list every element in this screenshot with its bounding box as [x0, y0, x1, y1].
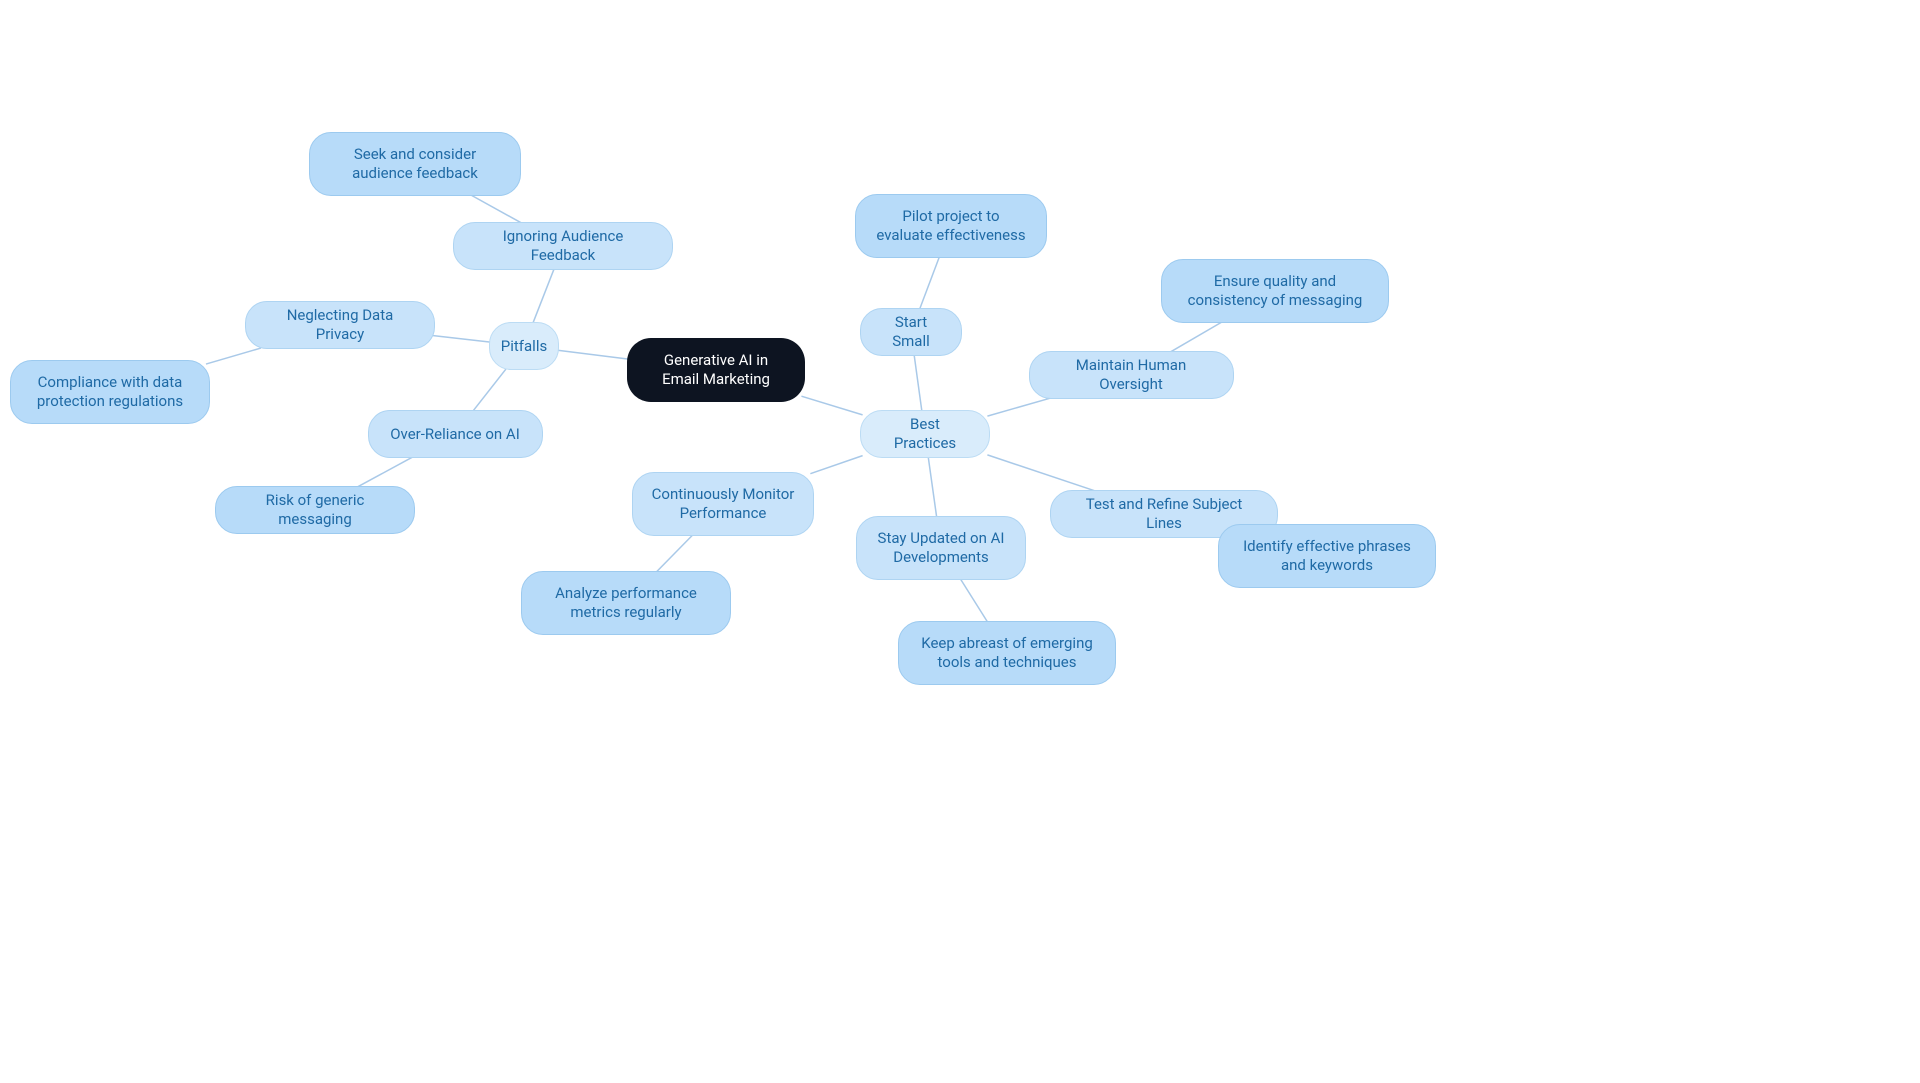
node-p1: Ignoring Audience Feedback [453, 222, 673, 270]
node-b_stay: Stay Updated on AI Developments [856, 516, 1026, 580]
edge-p2-p2d [206, 348, 261, 364]
node-p2: Neglecting Data Privacy [245, 301, 435, 349]
node-b_monitor_d: Analyze performance metrics regularly [521, 571, 731, 635]
node-p3: Over-Reliance on AI [368, 410, 543, 458]
node-best: Best Practices [860, 410, 990, 458]
node-pitfalls: Pitfalls [489, 322, 559, 370]
edge-best-b_monitor [810, 456, 862, 474]
node-b_start_d: Pilot project to evaluate effectiveness [855, 194, 1047, 258]
edge-best-b_test [987, 455, 1095, 491]
edge-b_monitor-b_monitor_d [656, 535, 693, 573]
node-b_monitor: Continuously Monitor Performance [632, 472, 814, 536]
node-root: Generative AI in Email Marketing [627, 338, 805, 402]
node-b_start: Start Small [860, 308, 962, 356]
node-b_test_d: Identify effective phrases and keywords [1218, 524, 1436, 588]
node-p2d: Compliance with data protection regulati… [10, 360, 210, 424]
edge-b_start-b_start_d [920, 257, 940, 309]
node-p3d: Risk of generic messaging [215, 486, 415, 534]
node-p1d: Seek and consider audience feedback [309, 132, 521, 196]
node-b_human: Maintain Human Oversight [1029, 351, 1234, 399]
edge-pitfalls-p2 [431, 335, 490, 342]
edge-best-b_stay [928, 457, 936, 517]
edge-b_stay-b_stay_d [960, 579, 987, 623]
edge-pitfalls-p3 [473, 369, 506, 411]
edge-pitfalls-p1 [533, 269, 554, 323]
node-b_stay_d: Keep abreast of emerging tools and techn… [898, 621, 1116, 685]
edge-root-pitfalls [558, 350, 631, 359]
node-b_human_d: Ensure quality and consistency of messag… [1161, 259, 1389, 323]
edge-p1-p1d [470, 195, 521, 223]
edge-best-b_start [914, 355, 922, 411]
edge-best-b_human [987, 398, 1050, 416]
edge-root-best [801, 396, 862, 415]
edge-b_human-b_human_d [1170, 322, 1222, 352]
edge-p3-p3d [357, 457, 412, 487]
